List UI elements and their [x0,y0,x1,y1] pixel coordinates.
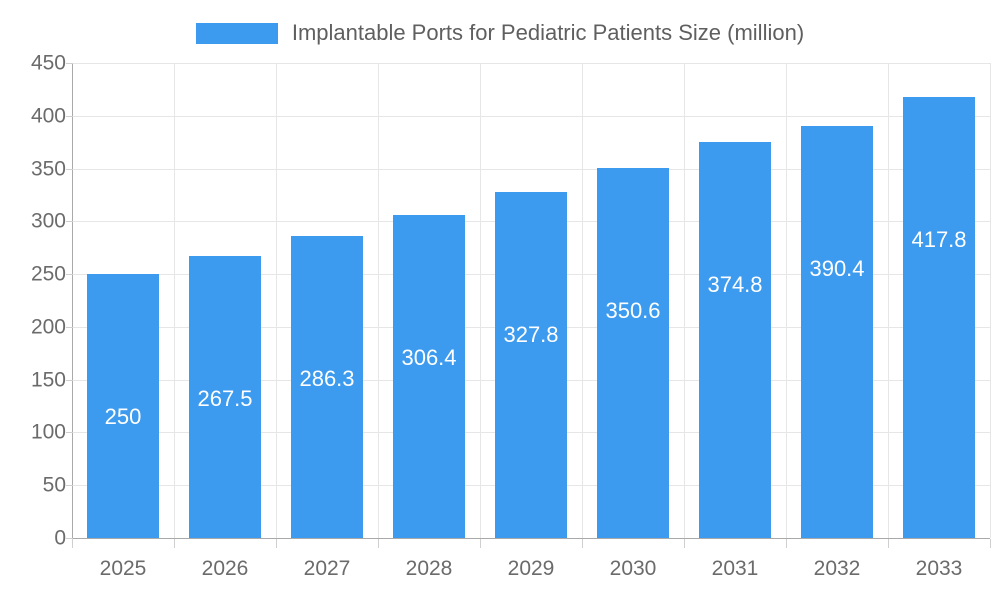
x-axis-tick-label: 2032 [813,557,861,580]
gridline-vertical [276,63,277,538]
y-axis-tick-mark [66,115,73,117]
bar[interactable] [87,274,159,538]
y-axis-tick-label: 50 [42,473,66,497]
bar-value-label: 250 [104,404,142,430]
y-axis-line [72,63,73,539]
y-axis-tick-label: 200 [30,315,66,339]
bar-value-label: 306.4 [401,344,457,370]
gridline-vertical [888,63,889,538]
bar-value-label: 390.4 [809,255,865,281]
y-axis-tick-label: 250 [30,262,66,286]
y-axis-tick-label: 150 [30,368,66,392]
bar[interactable] [291,235,363,538]
x-axis-tick-mark [276,539,277,548]
gridline-vertical [378,63,379,538]
bar[interactable] [495,191,567,538]
x-axis-tick-label: 2028 [405,557,453,580]
y-axis-tick-mark [66,63,73,64]
bar[interactable] [189,255,261,538]
x-axis-tick-label: 2025 [99,557,147,580]
gridline-vertical [684,63,685,538]
x-axis-tick-label: 2031 [711,557,759,580]
gridline-vertical [582,63,583,538]
x-axis-tick-mark [480,539,481,548]
x-axis-tick-mark [888,539,889,548]
y-axis-tick-mark [66,379,73,381]
bar-value-label: 417.8 [911,226,967,252]
x-axis-tick-mark [174,539,175,548]
y-axis-tick-mark [66,485,73,487]
y-axis-tick-label: 300 [30,209,66,233]
x-axis-tick-label: 2027 [303,557,351,580]
y-axis-tick-label: 450 [30,51,66,75]
y-axis-tick-mark [66,168,73,170]
x-axis-line [72,538,990,539]
x-axis-tick-label: 2033 [915,557,963,580]
gridline-vertical [990,63,991,538]
y-axis-tick-mark [66,221,73,223]
x-axis-tick-mark [378,539,379,548]
legend-label: Implantable Ports for Pediatric Patients… [291,20,805,45]
y-axis-tick-mark [66,432,73,434]
x-axis-tick-mark [684,539,685,548]
y-axis-tick-label: 100 [30,420,66,444]
gridline-vertical [786,63,787,538]
bar[interactable] [393,214,465,538]
gridline-vertical [174,63,175,538]
gridline-horizontal [72,168,990,170]
bar[interactable] [801,125,873,538]
x-axis-tick-label: 2026 [201,557,249,580]
bar[interactable] [699,142,771,538]
x-axis-tick-mark [990,539,991,548]
x-axis-tick-mark [582,539,583,548]
bar[interactable] [903,96,975,538]
y-axis-tick-mark [66,274,73,276]
bar-value-label: 286.3 [299,365,355,391]
bar[interactable] [597,167,669,538]
bar-value-label: 374.8 [707,272,763,298]
x-axis-tick-mark [72,539,73,548]
gridline-vertical [480,63,481,538]
bar-value-label: 350.6 [605,297,661,323]
chart-legend: Implantable Ports for Pediatric Patients… [0,14,1000,52]
gridline-horizontal [72,115,990,117]
y-axis-tick-label: 400 [30,104,66,128]
y-axis-tick-label: 0 [54,526,66,550]
bar-value-label: 267.5 [197,385,253,411]
gridline-horizontal [72,63,990,64]
y-axis-tick-mark [66,538,73,539]
bar-value-label: 327.8 [503,321,559,347]
y-axis-tick-label: 350 [30,157,66,181]
y-axis-tick-mark [66,326,73,328]
x-axis-tick-mark [786,539,787,548]
x-axis-tick-label: 2030 [609,557,657,580]
x-axis-tick-label: 2029 [507,557,555,580]
plot-area: 250 267.5 286.3 306.4 327.8 350.6 374.8 390.4 41… [72,63,991,539]
legend-color-swatch[interactable] [195,22,278,44]
